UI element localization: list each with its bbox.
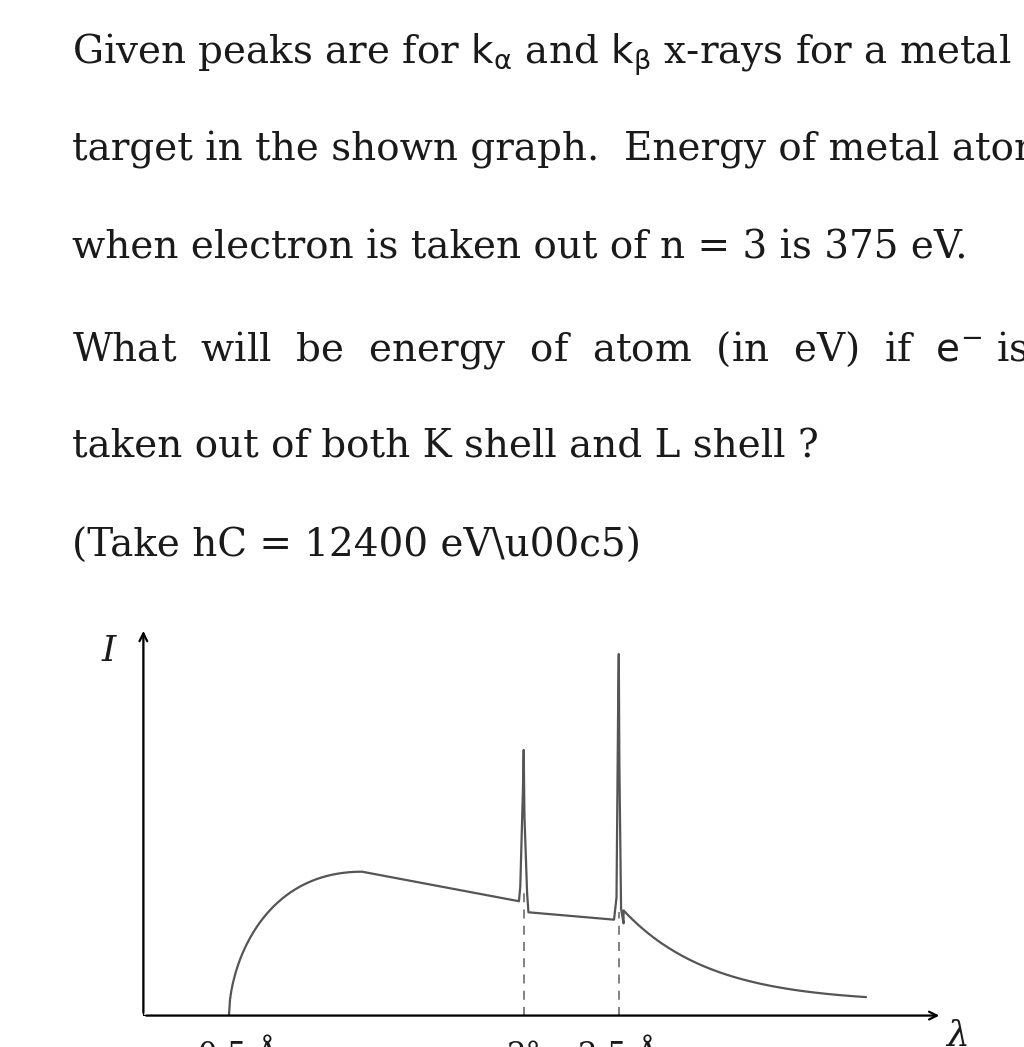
Text: target in the shown graph.  Energy of metal atom: target in the shown graph. Energy of met…	[72, 131, 1024, 169]
Text: taken out of both K shell and L shell ?: taken out of both K shell and L shell ?	[72, 428, 818, 466]
Text: What  will  be  energy  of  atom  (in  eV)  if  $\mathrm{e^{-}}$ is: What will be energy of atom (in eV) if $…	[72, 329, 1024, 372]
Text: when electron is taken out of n = 3 is 375 eV.: when electron is taken out of n = 3 is 3…	[72, 230, 968, 267]
Text: (Take hC = 12400 eV\u00c5): (Take hC = 12400 eV\u00c5)	[72, 528, 641, 564]
Text: Given peaks are for $\mathrm{k_{\alpha}}$ and $\mathrm{k_{\beta}}$ x-rays for a : Given peaks are for $\mathrm{k_{\alpha}}…	[72, 31, 1011, 79]
Text: 2.5 Å: 2.5 Å	[579, 1040, 659, 1047]
Text: λ: λ	[946, 1019, 969, 1047]
Text: 0.5 Å: 0.5 Å	[199, 1040, 279, 1047]
Text: 2°: 2°	[507, 1040, 541, 1047]
Text: I: I	[102, 633, 117, 668]
